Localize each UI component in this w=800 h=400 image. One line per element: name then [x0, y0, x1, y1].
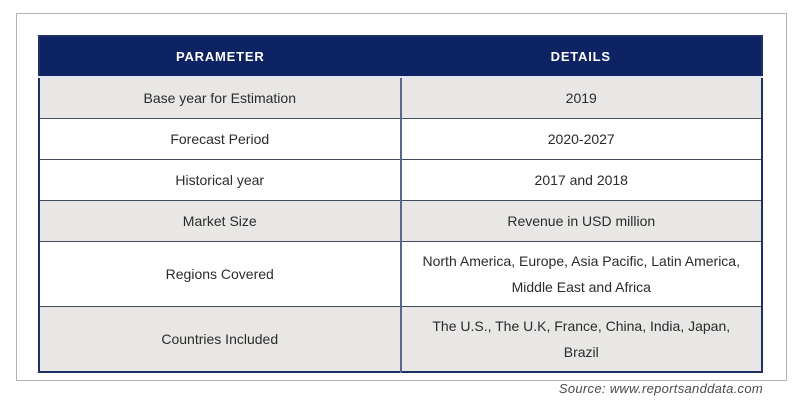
card-frame: PARAMETER DETAILS Base year for Estimati…	[16, 13, 787, 396]
parameter-cell: Base year for Estimation	[39, 77, 401, 118]
column-header-parameter: PARAMETER	[39, 36, 401, 78]
table-row: Countries Included The U.S., The U.K, Fr…	[39, 305, 762, 372]
table-row: Historical year 2017 and 2018	[39, 158, 762, 200]
table-body: Base year for Estimation 2019 Forecast P…	[39, 77, 762, 372]
table-row: Base year for Estimation 2019	[39, 77, 762, 118]
table-header: PARAMETER DETAILS	[39, 36, 762, 78]
parameter-cell: Forecast Period	[39, 117, 401, 159]
parameters-table: PARAMETER DETAILS Base year for Estimati…	[38, 35, 763, 373]
parameter-cell: Regions Covered	[39, 240, 401, 306]
source-attribution: Source: www.reportsanddata.com	[558, 380, 763, 396]
parameter-cell: Historical year	[39, 158, 401, 200]
table-area: PARAMETER DETAILS Base year for Estimati…	[38, 35, 763, 396]
header-row: PARAMETER DETAILS	[39, 36, 762, 78]
column-header-details: DETAILS	[400, 36, 762, 78]
parameter-cell: Market Size	[39, 199, 401, 241]
details-cell: 2019	[399, 77, 762, 118]
details-cell: 2020-2027	[399, 117, 762, 159]
details-cell: 2017 and 2018	[399, 158, 762, 200]
table-row: Forecast Period 2020-2027	[39, 117, 762, 159]
details-cell: The U.S., The U.K, France, China, India,…	[399, 305, 762, 372]
table-row: Regions Covered North America, Europe, A…	[39, 240, 762, 306]
parameter-cell: Countries Included	[39, 305, 401, 372]
details-cell: Revenue in USD million	[399, 199, 762, 241]
details-cell: North America, Europe, Asia Pacific, Lat…	[399, 240, 762, 306]
table-row: Market Size Revenue in USD million	[39, 199, 762, 241]
